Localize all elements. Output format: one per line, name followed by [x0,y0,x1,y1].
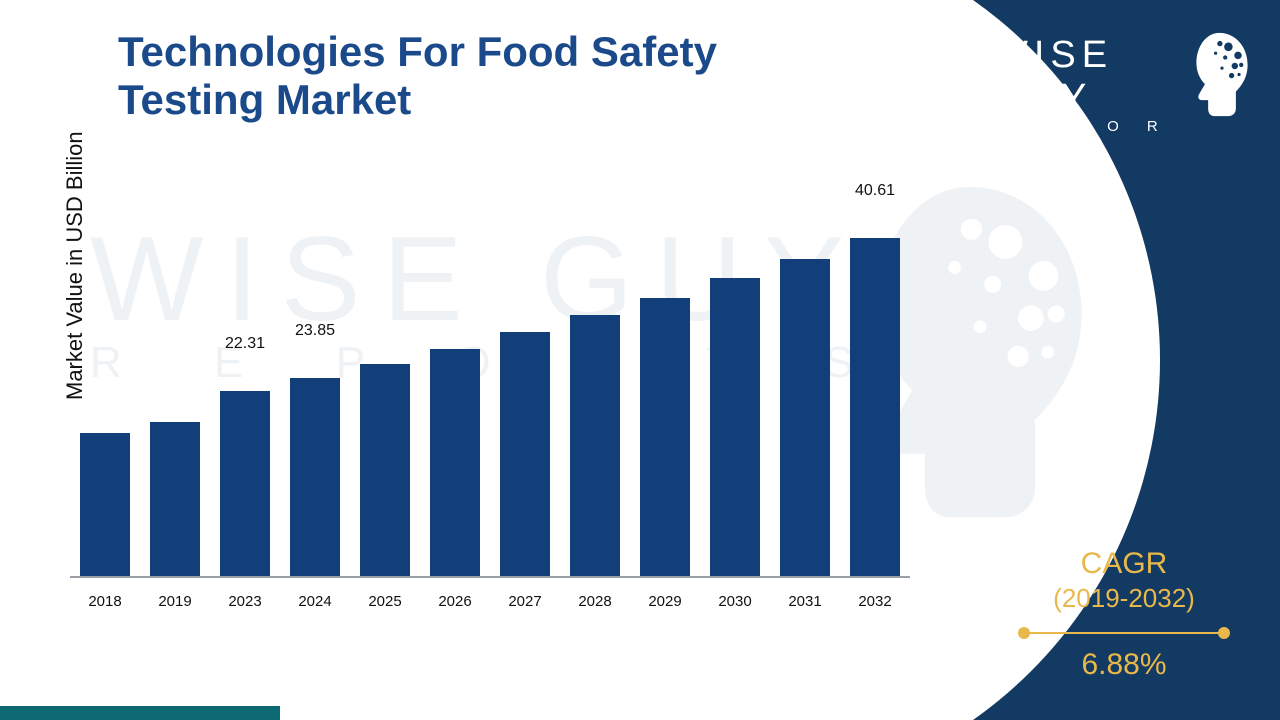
brand-subname: R E P O R T S [992,118,1192,152]
bar [350,364,420,576]
x-tick-label: 2032 [840,593,910,610]
cagr-separator [1024,632,1224,634]
cagr-sep-dot-right [1218,627,1230,639]
x-tick-label: 2026 [420,593,490,610]
bar [70,433,140,576]
bar-value-label: 40.61 [840,182,910,200]
bar-rect [430,349,480,576]
bar [700,278,770,576]
bar-rect [570,315,620,576]
x-tick-label: 2027 [490,593,560,610]
bar [560,315,630,576]
bar [420,349,490,576]
cagr-period: (2019-2032) [1002,583,1246,614]
chart-canvas: WISE GUY R E P O R T S Technologies For … [0,0,1280,720]
bar-chart: 22.3123.85 40.61 201820192023202420252026… [70,170,910,610]
x-tick-label: 2029 [630,593,700,610]
x-tick-label: 2018 [70,593,140,610]
x-tick-label: 2024 [280,593,350,610]
brand-logo: WISE GUY R E P O R T S [992,34,1252,124]
x-tick-label: 2031 [770,593,840,610]
bar-rect [80,433,130,576]
bar-rect [220,391,270,576]
bar-rect [780,259,830,576]
bar-rect [640,298,690,576]
bar [140,422,210,576]
x-tick-label: 2028 [560,593,630,610]
cagr-label: CAGR [1002,547,1246,581]
brand-head-icon [1190,28,1254,120]
bar [770,259,840,576]
bar-rect [850,238,900,576]
x-tick-label: 2019 [140,593,210,610]
bar [490,332,560,576]
cagr-sep-dot-left [1018,627,1030,639]
cagr-value: 6.88% [1002,648,1246,682]
bars-container: 22.3123.85 40.61 [70,170,910,576]
bar [840,238,910,576]
bar [630,298,700,576]
bar-rect [290,378,340,576]
bar [210,391,280,576]
bar-rect [360,364,410,576]
x-tick-label: 2030 [700,593,770,610]
x-tick-label: 2025 [350,593,420,610]
brand-name: WISE GUY [992,34,1192,120]
bar-value-label: 23.85 [280,322,350,340]
x-axis-baseline [70,576,910,578]
cagr-box: CAGR (2019-2032) 6.88% [1002,547,1246,682]
chart-title: Technologies For Food Safety Testing Mar… [118,28,838,125]
bar-rect [710,278,760,576]
bar-value-label: 22.31 [210,335,280,353]
bar-rect [500,332,550,576]
bar [280,378,350,576]
bar-rect [150,422,200,576]
x-tick-label: 2023 [210,593,280,610]
bottom-left-accent-strip [0,706,280,720]
